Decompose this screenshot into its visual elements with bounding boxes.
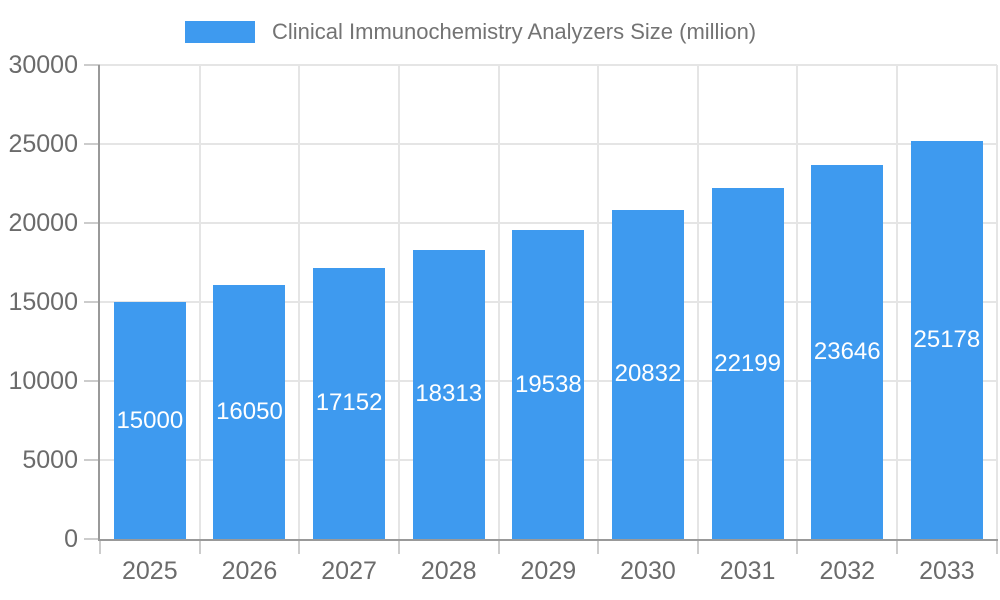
x-axis-tick-label: 2033 [919, 557, 975, 585]
x-tick-mark [796, 541, 799, 554]
y-axis-tick-label: 30000 [8, 51, 78, 79]
y-axis-line [98, 65, 100, 541]
bar-2026[interactable] [213, 285, 286, 539]
x-tick-mark [397, 541, 400, 554]
y-axis-tick-label: 15000 [8, 288, 78, 316]
x-tick-mark [597, 541, 600, 554]
y-tick-mark [84, 380, 100, 382]
x-gridline [696, 65, 699, 539]
x-gridline [597, 65, 600, 539]
bar-2025[interactable] [113, 302, 186, 539]
x-axis-tick-label: 2026 [221, 557, 278, 585]
x-axis-tick-label: 2027 [321, 557, 377, 585]
bar-value-label: 22199 [714, 349, 781, 377]
x-tick-mark [99, 541, 101, 554]
x-axis-tick-label: 2032 [819, 557, 876, 585]
bar-value-label: 23646 [813, 338, 881, 366]
x-axis-tick-label: 2030 [620, 557, 676, 585]
x-axis-tick-label: 2028 [420, 557, 477, 585]
y-axis-tick-label: 0 [64, 525, 78, 553]
x-tick-mark [896, 541, 899, 554]
x-axis-tick-label: 2025 [122, 557, 178, 585]
y-tick-mark [84, 301, 100, 303]
y-tick-mark [84, 459, 100, 461]
y-tick-mark [84, 143, 100, 145]
x-gridline [896, 65, 899, 539]
legend-item[interactable]: Clinical Immunochemistry Analyzers Size … [185, 18, 756, 46]
bar-2031[interactable] [711, 188, 784, 539]
x-tick-mark [995, 541, 998, 554]
bar-value-label: 15000 [116, 406, 184, 434]
x-gridline [198, 65, 201, 539]
bar-value-label: 18313 [415, 380, 483, 408]
bar-value-label: 17152 [315, 389, 383, 417]
x-gridline [397, 65, 400, 539]
y-axis-tick-label: 10000 [8, 367, 78, 395]
x-tick-mark [696, 541, 699, 554]
x-axis-tick-label: 2029 [520, 557, 577, 585]
x-gridline [796, 65, 799, 539]
y-tick-mark [84, 64, 100, 66]
bar-2029[interactable] [512, 230, 585, 539]
bar-value-label: 16050 [216, 398, 283, 426]
bar-value-label: 20832 [614, 360, 682, 388]
x-gridline [298, 65, 301, 539]
x-tick-mark [298, 541, 301, 554]
x-tick-mark [497, 541, 500, 554]
bar-value-label: 19538 [514, 370, 582, 398]
y-axis-tick-label: 20000 [8, 209, 78, 237]
x-axis-tick-label: 2031 [719, 557, 776, 585]
y-gridline [100, 64, 997, 66]
legend-swatch [185, 21, 255, 43]
x-tick-mark [198, 541, 201, 554]
x-gridline [497, 65, 500, 539]
y-gridline [100, 222, 997, 224]
x-axis-line [98, 539, 998, 541]
y-tick-mark [84, 222, 100, 224]
bar-2033[interactable] [910, 141, 983, 539]
x-gridline [995, 65, 998, 539]
bar-2030[interactable] [611, 209, 684, 539]
bar-value-label: 25178 [913, 326, 981, 354]
y-axis-tick-label: 5000 [22, 446, 78, 474]
bar-2028[interactable] [412, 249, 485, 539]
bar-2027[interactable] [313, 267, 386, 539]
bar-2032[interactable] [811, 165, 884, 539]
legend-label: Clinical Immunochemistry Analyzers Size … [272, 19, 757, 44]
y-gridline [100, 143, 997, 145]
y-axis-tick-label: 25000 [8, 130, 78, 158]
y-tick-mark [84, 538, 100, 540]
